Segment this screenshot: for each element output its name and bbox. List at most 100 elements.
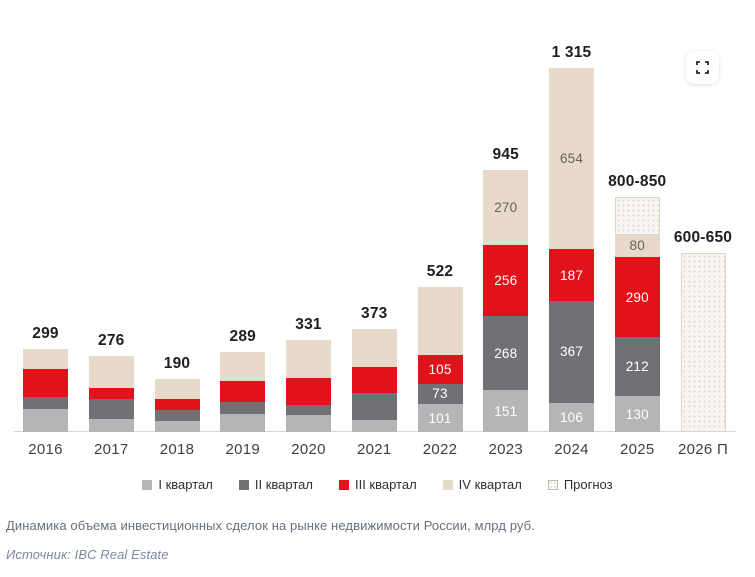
- bar-segment[interactable]: [351, 419, 397, 432]
- bar-2017: [88, 355, 134, 432]
- bar-2025: 130 212 290 80: [614, 196, 660, 432]
- bar-segment[interactable]: [286, 377, 331, 406]
- legend-item[interactable]: IV квартал: [442, 477, 522, 492]
- bar-segment[interactable]: 130: [614, 396, 660, 432]
- segment-value-label: 654: [559, 151, 584, 167]
- bar-segment[interactable]: [88, 418, 134, 432]
- segment-value-label: 256: [494, 273, 518, 288]
- bar-segment[interactable]: 151: [483, 390, 529, 432]
- bar-segment[interactable]: [154, 420, 200, 432]
- segment-value-label: 151: [494, 403, 518, 419]
- bar-total-label: 299: [32, 325, 59, 343]
- fullscreen-expand-icon: [696, 61, 709, 74]
- bar-total-label: 800-850: [608, 172, 667, 190]
- legend-label: I квартал: [158, 477, 213, 492]
- bar-2023: 151 268 256 270: [483, 170, 529, 432]
- x-axis-label: 2019: [225, 441, 261, 458]
- bar-2022: 101 73 105: [417, 287, 463, 432]
- bar-segment[interactable]: 268: [483, 315, 529, 391]
- legend-swatch: [142, 479, 153, 490]
- bar-segment[interactable]: [23, 369, 68, 398]
- bar-segment[interactable]: [220, 401, 266, 414]
- legend-item[interactable]: Прогноз: [547, 477, 613, 492]
- bar-2021: [351, 328, 397, 432]
- x-axis-label: 2025: [619, 441, 655, 458]
- bar-segment[interactable]: [220, 380, 266, 402]
- x-axis-label: 2020: [291, 441, 326, 458]
- bar-segment[interactable]: [351, 392, 397, 420]
- bar-segment[interactable]: 256: [483, 245, 529, 316]
- bar-segment[interactable]: 654: [549, 68, 594, 250]
- bar-segment[interactable]: [351, 366, 397, 393]
- segment-value-label: 367: [559, 344, 584, 360]
- bar-total-label: 276: [98, 331, 125, 349]
- bar-segment[interactable]: [286, 405, 331, 416]
- bar-segment[interactable]: [286, 340, 331, 378]
- bar-total-label: 1 315: [551, 44, 592, 62]
- chart-legend: I квартал II квартал III квартал IV квартал…: [0, 477, 755, 492]
- bar-total-label: 331: [295, 316, 322, 334]
- legend-label: IV квартал: [458, 477, 522, 492]
- bar-segment[interactable]: [351, 328, 397, 367]
- segment-value-label: 101: [428, 410, 452, 426]
- bar-segment[interactable]: [154, 398, 200, 411]
- bar-segment[interactable]: [88, 387, 134, 399]
- legend-label: II квартал: [254, 477, 313, 492]
- bar-segment[interactable]: 270: [483, 170, 529, 246]
- chart-caption: Динамика объема инвестиционных сделок на…: [6, 518, 535, 533]
- legend-swatch: [338, 479, 349, 490]
- x-axis-label: 2024: [554, 441, 589, 458]
- bar-segment[interactable]: [23, 397, 68, 409]
- segment-value-label: 270: [494, 200, 518, 216]
- bar-2018: [154, 379, 200, 432]
- legend-swatch: [238, 479, 249, 490]
- segment-value-label: 290: [625, 289, 649, 305]
- x-axis-label: 2021: [356, 441, 392, 458]
- bar-segment[interactable]: 212: [614, 337, 660, 396]
- bar-total-label: 373: [361, 304, 388, 322]
- bar-segment[interactable]: [23, 349, 68, 370]
- bar-segment[interactable]: 73: [417, 383, 463, 405]
- bar-segment[interactable]: [220, 351, 266, 381]
- bar-segment[interactable]: [154, 379, 200, 399]
- bar-segment[interactable]: [88, 398, 134, 419]
- legend-item[interactable]: III квартал: [338, 477, 417, 492]
- bar-segment[interactable]: [88, 355, 134, 388]
- bar-segment[interactable]: 105: [417, 354, 463, 384]
- segment-value-label: 80: [629, 238, 645, 254]
- x-axis-label: 2016: [28, 441, 63, 458]
- bar-segment[interactable]: [614, 196, 660, 235]
- bar-segment[interactable]: 187: [549, 249, 594, 301]
- bar-total-label: 190: [163, 355, 191, 373]
- bar-segment[interactable]: [286, 415, 331, 432]
- x-axis-label: 2023: [488, 441, 524, 458]
- bar-segment[interactable]: 101: [417, 404, 463, 432]
- bar-segment[interactable]: 80: [614, 234, 660, 257]
- x-axis-label: 2018: [159, 441, 195, 458]
- legend-item[interactable]: I квартал: [142, 477, 213, 492]
- bar-segment[interactable]: 367: [549, 300, 594, 403]
- bar-segment[interactable]: [154, 410, 200, 421]
- bar-total-label: 522: [426, 263, 454, 281]
- bar-total-label: 945: [492, 146, 519, 164]
- segment-value-label: 268: [494, 345, 518, 361]
- segment-value-label: 106: [559, 409, 584, 425]
- legend-item[interactable]: II квартал: [238, 477, 313, 492]
- segment-value-label: 73: [432, 386, 448, 402]
- bar-segment[interactable]: [220, 414, 266, 432]
- bar-segment[interactable]: 290: [614, 256, 660, 338]
- bar-segment[interactable]: [417, 287, 463, 355]
- bar-2020: [286, 340, 331, 432]
- segment-value-label: 130: [625, 406, 649, 422]
- fullscreen-button[interactable]: [686, 51, 719, 84]
- legend-label: III квартал: [354, 477, 417, 492]
- segment-value-label: 187: [559, 267, 584, 283]
- bar-2026-П: [680, 253, 726, 432]
- bar-segment[interactable]: 106: [549, 402, 594, 432]
- bar-2019: [220, 351, 266, 432]
- bar-segment[interactable]: [23, 408, 68, 432]
- segment-value-label: 212: [625, 359, 649, 375]
- bar-segment[interactable]: [680, 253, 726, 432]
- bar-2024: 106 367 187 654: [549, 68, 594, 432]
